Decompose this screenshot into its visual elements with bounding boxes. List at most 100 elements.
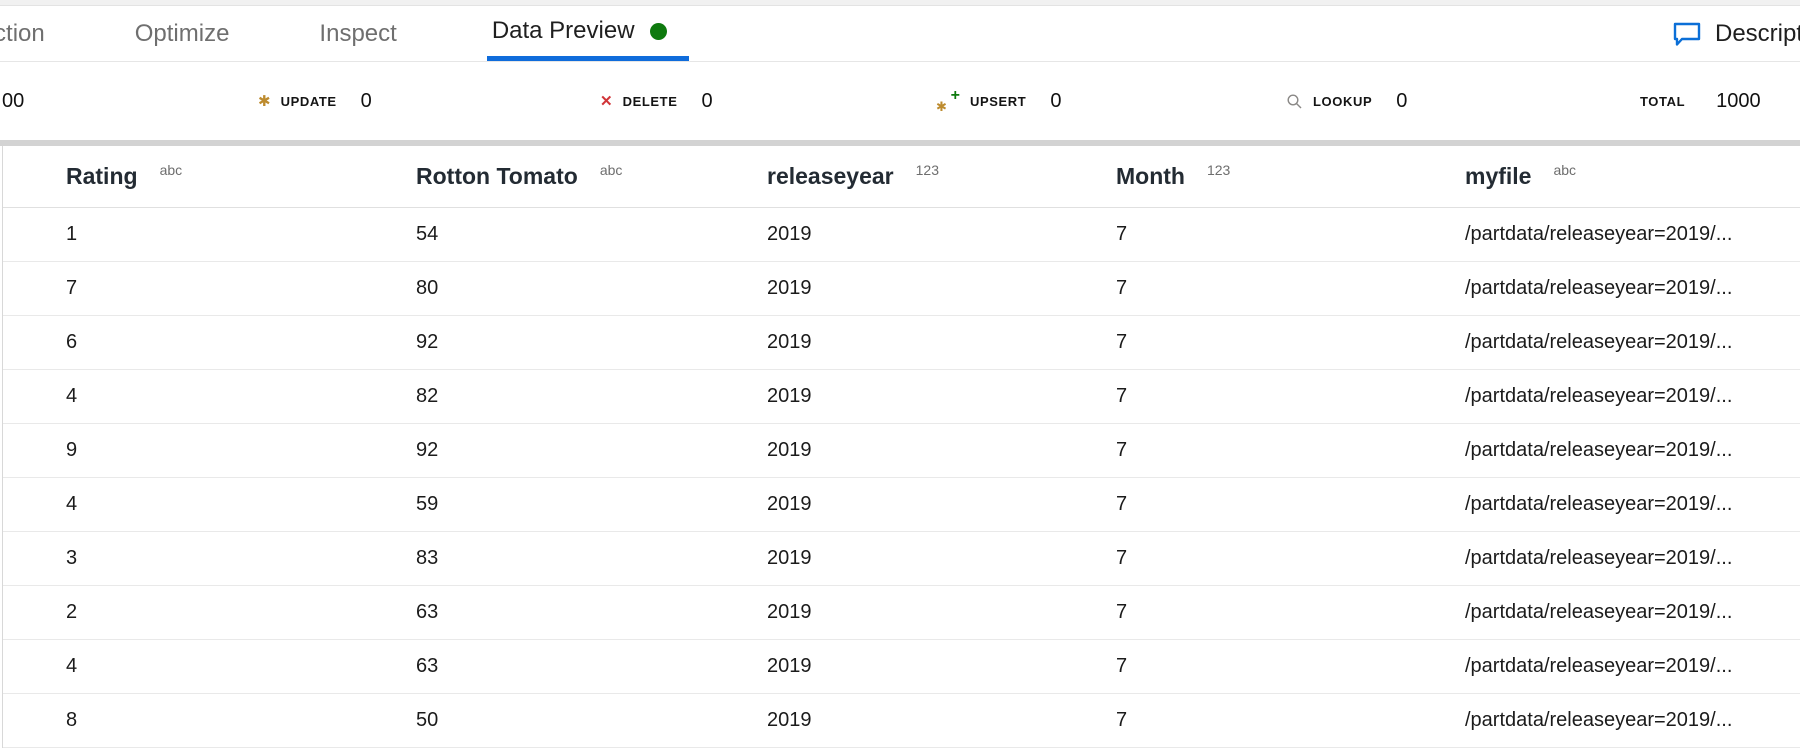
column-type-badge: 123 (915, 161, 939, 178)
data-preview-table: Rating abc Rotton Tomato abc releaseyear… (2, 146, 1800, 748)
column-header-rotton-tomato[interactable]: Rotton Tomato abc (416, 162, 767, 190)
table-cell[interactable]: 2019 (767, 493, 812, 515)
table-cell[interactable]: 92 (416, 439, 439, 461)
column-header-month[interactable]: Month 123 (1116, 161, 1465, 190)
table-row: 4 82 2019 7 /partdata/releaseyear=2019/.… (3, 370, 1800, 424)
table-row: 2 63 2019 7 /partdata/releaseyear=2019/.… (3, 586, 1800, 640)
table-cell[interactable]: 2019 (767, 439, 812, 461)
table-cell[interactable]: /partdata/releaseyear=2019/... (1465, 223, 1733, 245)
stat-label: LOOKUP (1313, 93, 1373, 109)
table-cell[interactable]: /partdata/releaseyear=2019/... (1465, 493, 1733, 515)
tab-projection[interactable]: Projection (0, 6, 45, 61)
update-asterisk-icon: ✱ (258, 92, 271, 110)
tab-list: Projection Optimize Inspect Data Preview (0, 6, 1800, 61)
stat-update: ✱ UPDATE 0 (258, 62, 372, 140)
table-row: 3 83 2019 7 /partdata/releaseyear=2019/.… (3, 532, 1800, 586)
table-header-row: Rating abc Rotton Tomato abc releaseyear… (3, 146, 1800, 208)
stat-value: 0 (360, 89, 372, 112)
table-cell[interactable]: 2019 (767, 547, 812, 569)
table-cell[interactable]: 54 (416, 223, 439, 245)
table-cell[interactable]: 7 (1116, 277, 1128, 299)
stat-total: TOTAL 1000 (1640, 62, 1761, 140)
table-cell[interactable]: 7 (1116, 655, 1128, 677)
table-cell[interactable]: 63 (416, 601, 439, 623)
tab-inspect[interactable]: Inspect (319, 6, 396, 61)
stat-label: DELETE (622, 93, 678, 109)
table-cell[interactable]: 82 (416, 385, 439, 407)
table-cell[interactable]: 7 (1116, 493, 1128, 515)
table-cell[interactable]: 2019 (767, 223, 812, 245)
table-cell[interactable]: 4 (66, 385, 78, 407)
table-row: 1 54 2019 7 /partdata/releaseyear=2019/.… (3, 208, 1800, 262)
table-row: 4 63 2019 7 /partdata/releaseyear=2019/.… (3, 640, 1800, 694)
table-cell[interactable]: 2019 (767, 709, 812, 731)
table-cell[interactable]: 2019 (767, 277, 812, 299)
data-ready-dot-icon (649, 22, 667, 40)
tab-label: Data Preview (491, 17, 635, 44)
column-header-releaseyear[interactable]: releaseyear 123 (767, 161, 1116, 190)
table-cell[interactable]: 50 (416, 709, 439, 731)
table-cell[interactable]: /partdata/releaseyear=2019/... (1465, 709, 1733, 731)
tab-label: Inspect (319, 19, 397, 47)
table-cell[interactable]: 7 (66, 277, 78, 299)
table-cell[interactable]: 63 (416, 655, 439, 677)
table-cell[interactable]: 7 (1116, 709, 1128, 731)
table-cell[interactable]: 2019 (767, 385, 812, 407)
table-cell[interactable]: 59 (416, 493, 439, 515)
window-top-strip (0, 0, 1800, 6)
stat-delete: ✕ DELETE 0 (600, 62, 713, 140)
table-cell[interactable]: /partdata/releaseyear=2019/... (1465, 655, 1733, 677)
table-cell[interactable]: 7 (1116, 331, 1128, 353)
table-cell[interactable]: /partdata/releaseyear=2019/... (1465, 439, 1733, 461)
tab-optimize[interactable]: Optimize (135, 6, 230, 61)
tab-data-preview[interactable]: Data Preview (486, 6, 689, 61)
table-cell[interactable]: 7 (1116, 385, 1128, 407)
table-cell[interactable]: 92 (416, 331, 439, 353)
table-cell[interactable]: /partdata/releaseyear=2019/... (1465, 385, 1733, 407)
table-cell[interactable]: /partdata/releaseyear=2019/... (1465, 601, 1733, 623)
stat-lookup: LOOKUP 0 (1286, 62, 1407, 140)
description-button[interactable]: Description (1672, 6, 1800, 61)
table-cell[interactable]: 2 (66, 601, 78, 623)
lookup-magnifier-icon (1286, 93, 1303, 110)
stat-value: 00 (2, 89, 25, 112)
table-cell[interactable]: 2019 (767, 601, 812, 623)
column-name: Rating (66, 163, 138, 189)
table-cell[interactable]: 1 (66, 223, 78, 245)
table-cell[interactable]: 7 (1116, 547, 1128, 569)
stat-value: 1000 (1716, 89, 1761, 112)
stat-clipped-count: 00 (2, 62, 24, 140)
table-row: 6 92 2019 7 /partdata/releaseyear=2019/.… (3, 316, 1800, 370)
column-name: myfile (1465, 163, 1532, 189)
column-type-badge: abc (1553, 161, 1577, 178)
table-cell[interactable]: /partdata/releaseyear=2019/... (1465, 277, 1733, 299)
preview-stats-bar: 00 ✱ UPDATE 0 ✕ DELETE 0 ✱ + UPSERT 0 LO… (0, 62, 1800, 140)
table-row: 9 92 2019 7 /partdata/releaseyear=2019/.… (3, 424, 1800, 478)
table-cell[interactable]: 4 (66, 655, 78, 677)
stat-value: 0 (1050, 89, 1062, 112)
table-cell[interactable]: 2019 (767, 655, 812, 677)
column-type-badge: 123 (1206, 161, 1231, 178)
stat-label: TOTAL (1640, 93, 1686, 109)
table-cell[interactable]: 83 (416, 547, 439, 569)
column-header-myfile[interactable]: myfile abc (1465, 161, 1800, 190)
table-cell[interactable]: 7 (1116, 601, 1128, 623)
table-cell[interactable]: /partdata/releaseyear=2019/... (1465, 547, 1733, 569)
table-cell[interactable]: /partdata/releaseyear=2019/... (1465, 331, 1733, 353)
delete-x-icon: ✕ (600, 92, 613, 110)
table-cell[interactable]: 80 (416, 277, 439, 299)
table-cell[interactable]: 4 (66, 493, 78, 515)
table-cell[interactable]: 3 (66, 547, 78, 569)
table-cell[interactable]: 2019 (767, 331, 812, 353)
table-row: 4 59 2019 7 /partdata/releaseyear=2019/.… (3, 478, 1800, 532)
description-label: Description (1715, 19, 1800, 47)
column-header-rating[interactable]: Rating abc (66, 161, 416, 190)
table-cell[interactable]: 7 (1116, 439, 1128, 461)
column-type-badge: abc (159, 161, 183, 178)
table-cell[interactable]: 6 (66, 331, 78, 353)
table-cell[interactable]: 8 (66, 709, 78, 731)
upsert-asterisk-plus-icon: ✱ + (936, 87, 960, 114)
table-cell[interactable]: 7 (1116, 223, 1128, 245)
table-row: 7 80 2019 7 /partdata/releaseyear=2019/.… (3, 262, 1800, 316)
table-cell[interactable]: 9 (66, 439, 78, 461)
